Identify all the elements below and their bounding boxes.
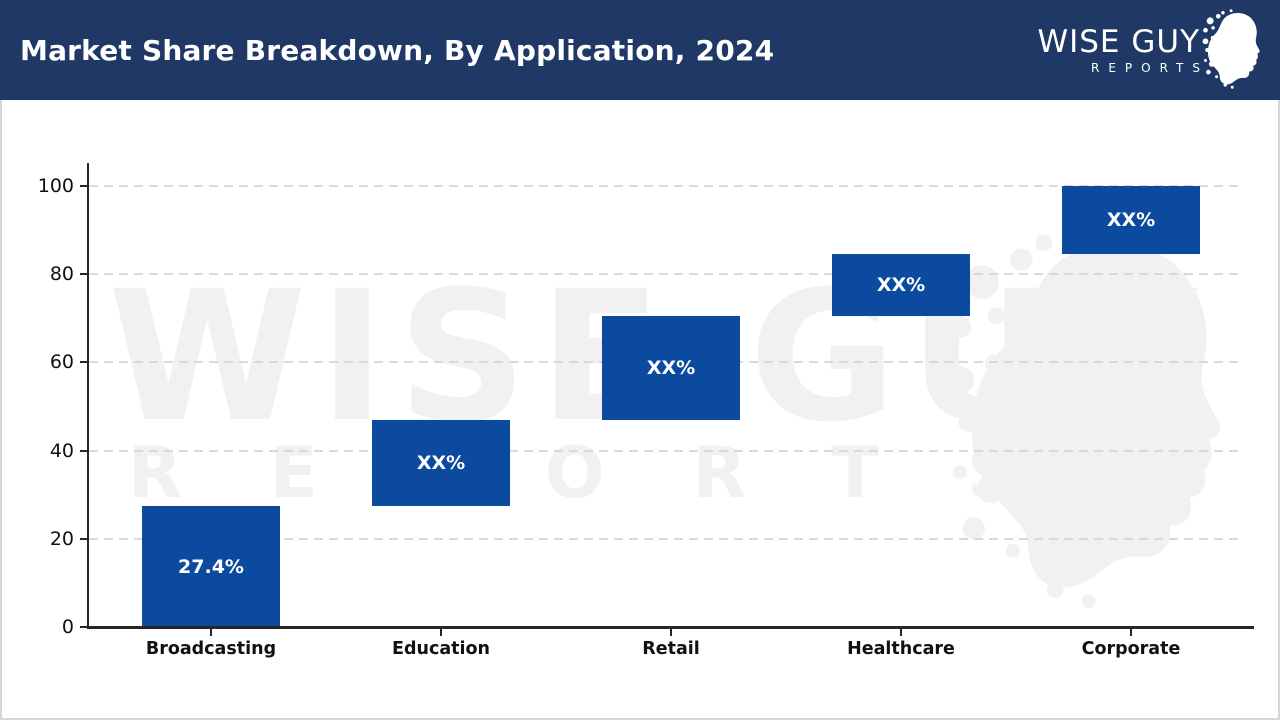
bar-value-label: XX% bbox=[646, 356, 696, 379]
x-tick-mark-4 bbox=[1130, 629, 1132, 636]
bar-value-label: XX% bbox=[876, 274, 926, 297]
x-axis-spine bbox=[87, 626, 1254, 629]
y-tick-mark-60 bbox=[80, 361, 87, 364]
brand-logo-text: WISE GUY REPORTS bbox=[1037, 23, 1200, 74]
page-border-left bbox=[0, 100, 2, 720]
bar-corporate: XX% bbox=[1062, 186, 1200, 254]
bar-education: XX% bbox=[372, 419, 510, 507]
bar-broadcasting: 27.4% bbox=[142, 506, 280, 627]
y-tick-label-0: 0 bbox=[61, 616, 74, 638]
y-tick-label-60: 60 bbox=[49, 351, 74, 374]
bar-value-label: XX% bbox=[1106, 208, 1156, 231]
y-tick-mark-0 bbox=[80, 626, 87, 628]
y-axis-spine bbox=[87, 163, 89, 628]
brand-subtitle: REPORTS bbox=[1090, 60, 1209, 75]
y-tick-label-20: 20 bbox=[49, 527, 74, 550]
brand-logo: WISE GUY REPORTS bbox=[1037, 9, 1266, 91]
y-tick-label-100: 100 bbox=[37, 175, 74, 197]
x-tick-mark-0 bbox=[210, 629, 212, 636]
bar-healthcare: XX% bbox=[832, 253, 970, 317]
bar-value-label: XX% bbox=[416, 451, 466, 474]
x-category-label-retail: Retail bbox=[642, 639, 700, 659]
bar-value-label: 27.4% bbox=[178, 555, 244, 578]
brand-face-icon bbox=[1202, 9, 1266, 91]
y-axis-labels: 0 20 40 60 80 100 bbox=[0, 163, 80, 638]
y-tick-mark-80 bbox=[80, 273, 87, 276]
brand-name: WISE GUY bbox=[1037, 23, 1200, 60]
y-tick-label-80: 80 bbox=[49, 263, 74, 286]
x-category-label-healthcare: Healthcare bbox=[847, 639, 955, 659]
x-tick-mark-1 bbox=[440, 629, 442, 636]
header-bar: Market Share Breakdown, By Application, … bbox=[0, 0, 1280, 100]
gridline-80 bbox=[89, 273, 1243, 276]
x-category-label-corporate: Corporate bbox=[1081, 639, 1181, 659]
gridline-20 bbox=[89, 537, 1243, 540]
x-tick-mark-2 bbox=[670, 629, 672, 636]
y-axis-ticks bbox=[80, 163, 87, 628]
y-tick-mark-20 bbox=[80, 537, 87, 540]
x-category-label-broadcasting: Broadcasting bbox=[145, 639, 277, 659]
gridline-40 bbox=[89, 449, 1243, 452]
x-category-label-education: Education bbox=[392, 639, 490, 659]
y-tick-mark-40 bbox=[80, 449, 87, 452]
x-tick-mark-3 bbox=[900, 629, 902, 636]
page-border-bottom bbox=[0, 718, 1280, 720]
y-tick-mark-100 bbox=[80, 185, 87, 187]
page-title: Market Share Breakdown, By Application, … bbox=[20, 33, 775, 67]
y-tick-label-40: 40 bbox=[49, 439, 74, 462]
gridline-100 bbox=[89, 185, 1243, 187]
plot-area: 27.4% XX% XX% XX% XX% bbox=[89, 163, 1253, 627]
x-axis-labels: Broadcasting Education Retail Healthcare Cor… bbox=[89, 629, 1253, 671]
bar-retail: XX% bbox=[602, 316, 740, 420]
page-border-right bbox=[1278, 100, 1280, 720]
